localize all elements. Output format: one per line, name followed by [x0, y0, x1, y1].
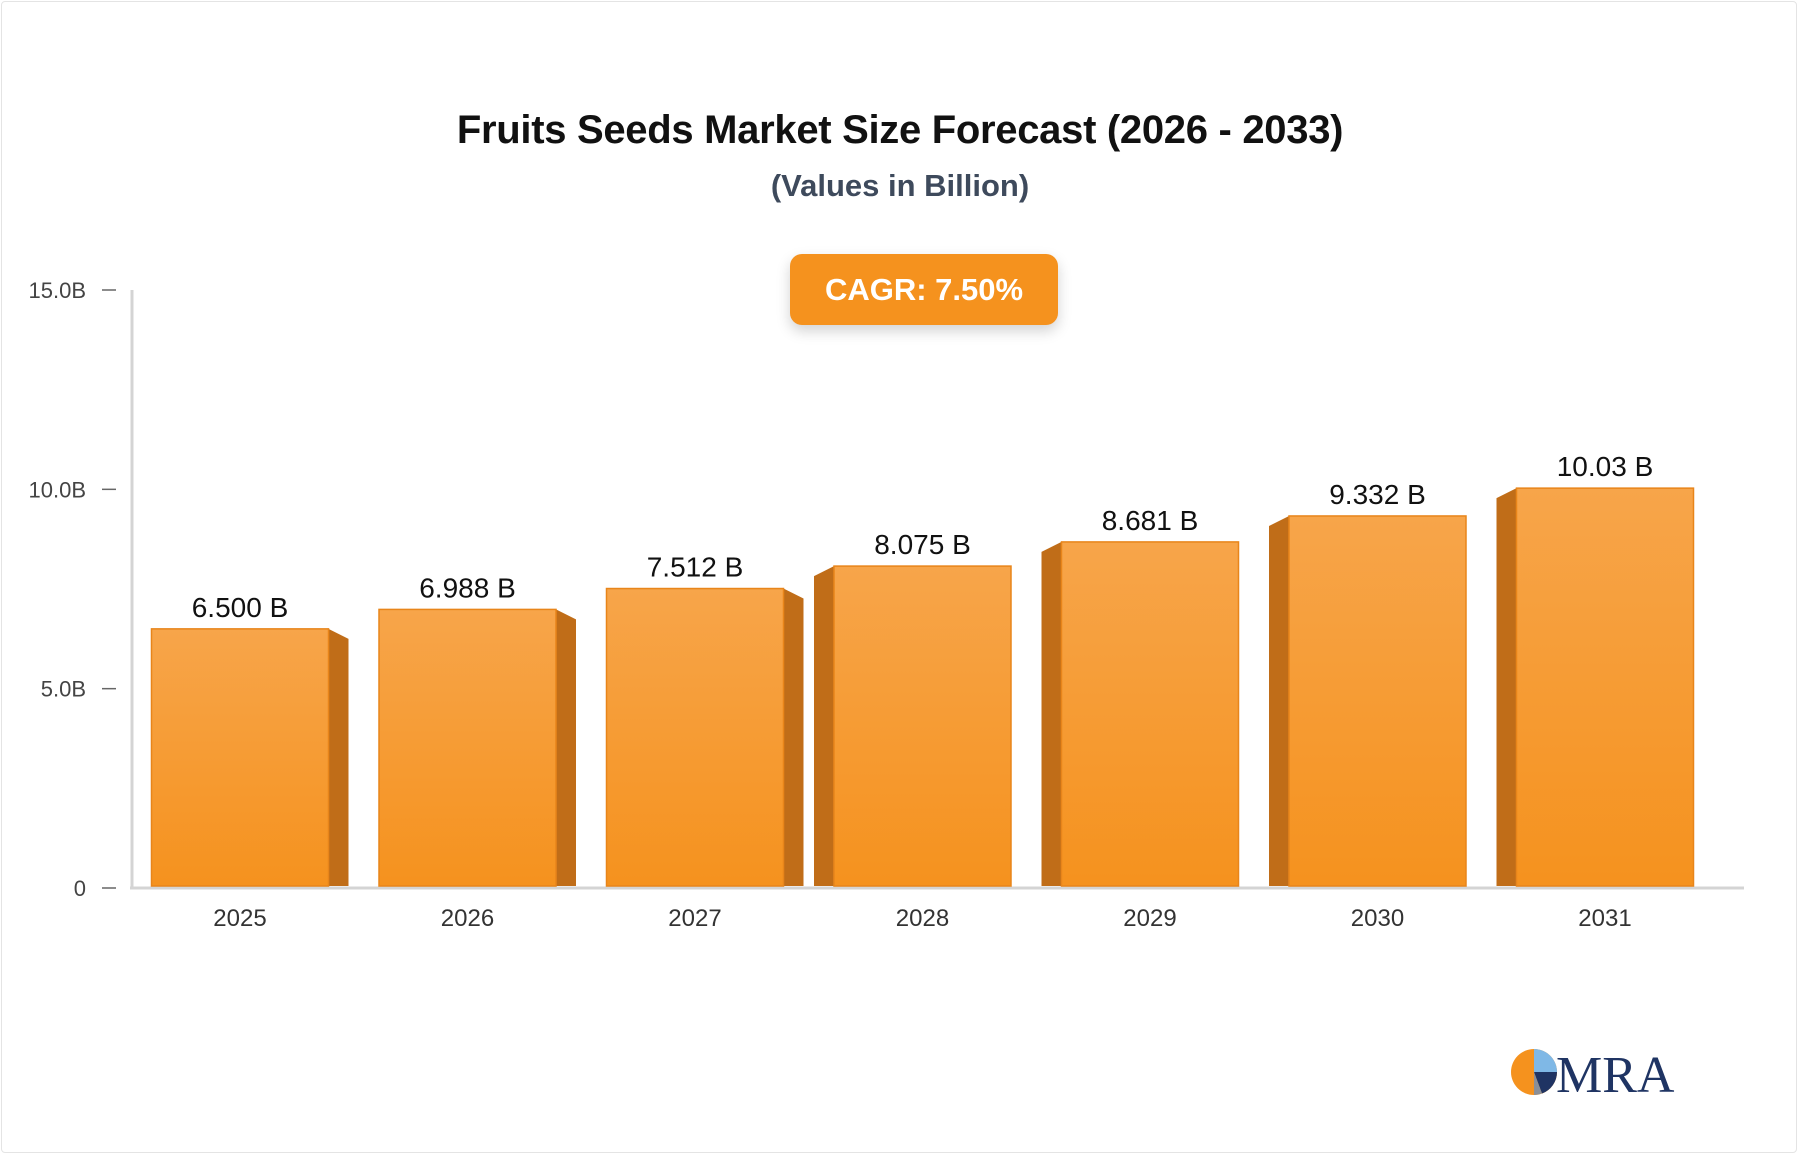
y-axis-ticks: 0 5.0B 10.0B 15.0B	[29, 278, 116, 901]
chart-subtitle: (Values in Billion)	[770, 168, 1030, 203]
bar-front-face	[378, 608, 557, 887]
x-tick-label: 2027	[668, 905, 721, 932]
y-tick-label: 5.0B	[41, 677, 86, 702]
bar-side-face	[783, 588, 804, 886]
bar-front-face	[605, 587, 785, 887]
x-tick-label: 2026	[441, 905, 494, 932]
bar-side-face	[1496, 488, 1517, 886]
x-tick-label: 2031	[1578, 905, 1631, 932]
bar-side-face	[814, 566, 834, 886]
bar-side-face	[1041, 541, 1062, 886]
bar-value-label: 8.681 B	[1102, 505, 1199, 536]
bar-front-face	[150, 628, 330, 887]
bar-value-label: 9.332 B	[1329, 479, 1426, 510]
cagr-badge: CAGR: 7.50%	[790, 254, 1058, 325]
bar-value-label: 6.988 B	[419, 572, 516, 603]
bar-2028: 8.075 B	[814, 529, 1012, 887]
logo-pie-icon	[1511, 1049, 1557, 1095]
chart-title: Fruits Seeds Market Size Forecast (2026 …	[456, 108, 1344, 152]
chart-axes	[130, 290, 1744, 890]
bar-2031: 10.03 B	[1496, 451, 1695, 887]
bar-value-label: 7.512 B	[647, 552, 744, 583]
bar-value-label: 6.500 B	[192, 592, 289, 623]
bar-2030: 9.332 B	[1269, 479, 1467, 887]
bar-side-face	[556, 609, 576, 886]
bar-value-label: 10.03 B	[1557, 451, 1654, 482]
bars-group: 6.500 B 6.988 B 7.512 B 8.075 B 8.681 B 9.332…	[150, 451, 1695, 887]
bar-side-face	[328, 628, 349, 886]
bar-front-face	[1060, 541, 1240, 887]
bar-front-face	[1288, 515, 1467, 887]
bar-2026: 6.988 B	[378, 572, 576, 887]
x-tick-label: 2029	[1123, 905, 1176, 932]
bar-2029: 8.681 B	[1041, 505, 1240, 887]
x-tick-label: 2025	[213, 905, 266, 932]
bar-value-label: 8.075 B	[874, 529, 971, 560]
y-tick-label: 0	[74, 876, 86, 901]
bar-front-face	[833, 565, 1012, 887]
y-tick-label: 10.0B	[29, 477, 87, 502]
logo-text: MRA	[1556, 1047, 1675, 1100]
bar-front-face	[1515, 487, 1695, 887]
y-tick-label: 15.0B	[29, 278, 87, 303]
x-tick-label: 2028	[896, 905, 949, 932]
x-tick-label: 2030	[1351, 905, 1404, 932]
bar-2027: 7.512 B	[605, 552, 804, 887]
x-axis-labels: 2025 2026 2027 2028 2029 2030 2031	[213, 905, 1631, 932]
bar-2025: 6.500 B	[150, 592, 349, 887]
mra-logo: MRA	[1511, 1047, 1675, 1100]
bar-side-face	[1269, 515, 1289, 886]
